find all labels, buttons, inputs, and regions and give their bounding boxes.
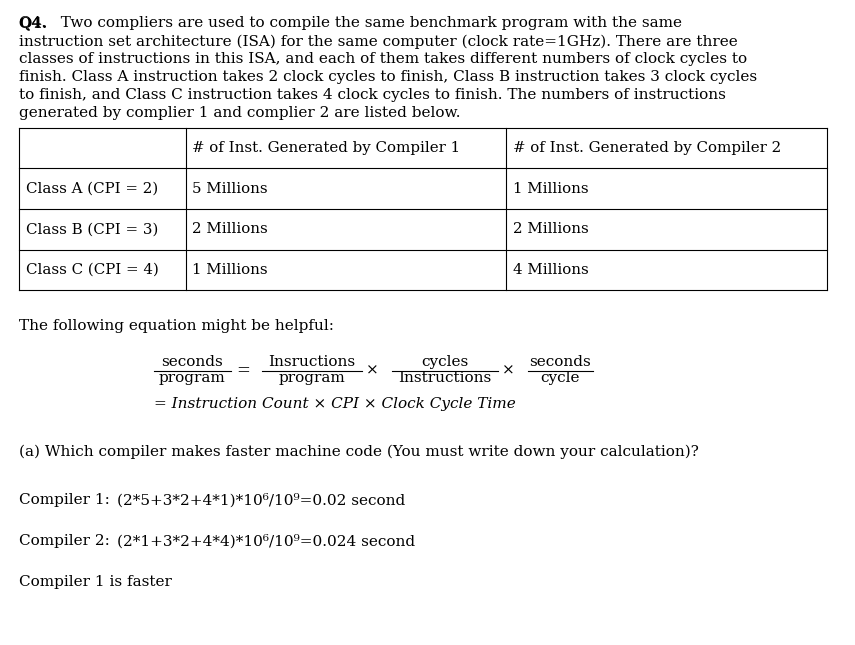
Text: Class B (CPI = 3): Class B (CPI = 3)	[26, 223, 158, 236]
Text: finish. Class A instruction takes 2 clock cycles to finish, Class B instruction : finish. Class A instruction takes 2 cloc…	[19, 70, 757, 84]
Text: (a) Which compiler makes faster machine code (You must write down your calculati: (a) Which compiler makes faster machine …	[19, 445, 699, 459]
Text: seconds: seconds	[162, 355, 223, 369]
Text: # of Inst. Generated by Compiler 2: # of Inst. Generated by Compiler 2	[513, 141, 781, 155]
Text: Q4.: Q4.	[19, 16, 48, 30]
Text: to finish, and Class C instruction takes 4 clock cycles to finish. The numbers o: to finish, and Class C instruction takes…	[19, 88, 726, 103]
Text: cycle: cycle	[540, 371, 580, 385]
Text: 1 Millions: 1 Millions	[192, 263, 268, 277]
Text: 1 Millions: 1 Millions	[513, 182, 588, 195]
Text: Compiler 1:: Compiler 1:	[19, 493, 109, 508]
Text: Class A (CPI = 2): Class A (CPI = 2)	[26, 182, 158, 195]
Text: 2 Millions: 2 Millions	[513, 223, 589, 236]
Text: Class C (CPI = 4): Class C (CPI = 4)	[26, 263, 158, 277]
Text: ×: ×	[503, 364, 515, 378]
Text: # of Inst. Generated by Compiler 1: # of Inst. Generated by Compiler 1	[192, 141, 461, 155]
Text: generated by complier 1 and complier 2 are listed below.: generated by complier 1 and complier 2 a…	[19, 106, 460, 121]
Text: 2 Millions: 2 Millions	[192, 223, 268, 236]
Text: Compiler 2:: Compiler 2:	[19, 534, 109, 548]
Text: The following equation might be helpful:: The following equation might be helpful:	[19, 319, 333, 333]
Text: program: program	[279, 371, 345, 385]
Text: classes of instructions in this ISA, and each of them takes different numbers of: classes of instructions in this ISA, and…	[19, 52, 747, 66]
Text: Instructions: Instructions	[398, 371, 492, 385]
Text: Q4.   Two compliers are used to compile the same benchmark program with the same: Q4. Two compliers are used to compile th…	[19, 16, 681, 30]
Text: (2*5+3*2+4*1)*10⁶/10⁹=0.02 second: (2*5+3*2+4*1)*10⁶/10⁹=0.02 second	[117, 493, 405, 508]
Text: instruction set architecture (ISA) for the same computer (clock rate=1GHz). Ther: instruction set architecture (ISA) for t…	[19, 34, 738, 48]
Text: (2*1+3*2+4*4)*10⁶/10⁹=0.024 second: (2*1+3*2+4*4)*10⁶/10⁹=0.024 second	[117, 534, 416, 548]
Text: 4 Millions: 4 Millions	[513, 263, 589, 277]
Text: cycles: cycles	[421, 355, 469, 369]
Text: seconds: seconds	[529, 355, 591, 369]
Text: 5 Millions: 5 Millions	[192, 182, 268, 195]
Text: =: =	[237, 362, 251, 379]
Text: Insructions: Insructions	[268, 355, 356, 369]
Text: Compiler 1 is faster: Compiler 1 is faster	[19, 575, 172, 589]
Text: = Instruction Count × CPI × Clock Cycle Time: = Instruction Count × CPI × Clock Cycle …	[154, 397, 516, 411]
Text: ×: ×	[366, 364, 378, 378]
Text: program: program	[159, 371, 226, 385]
